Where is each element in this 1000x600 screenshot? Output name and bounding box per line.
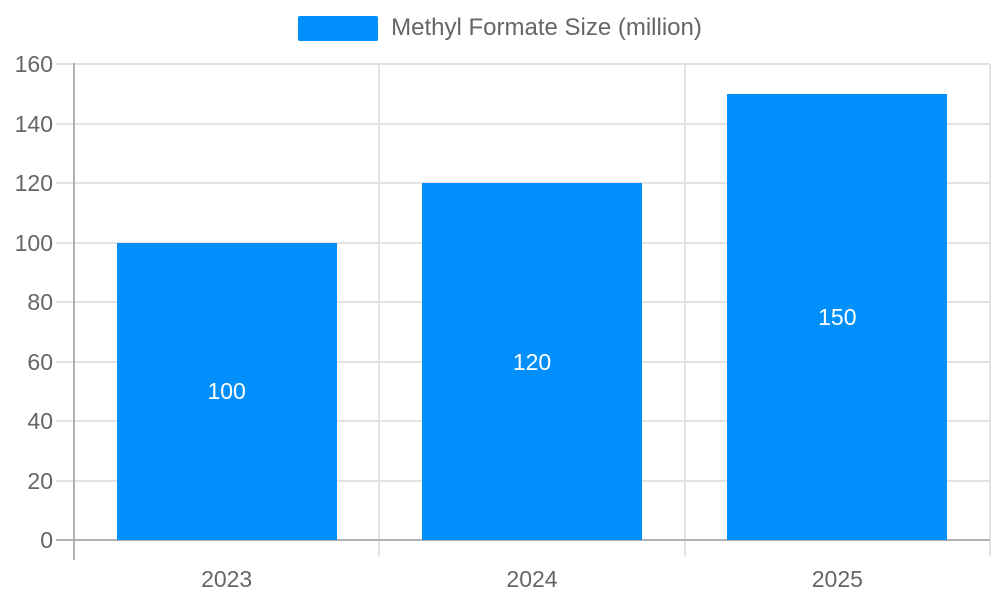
y-axis-tick-label: 60 [27,348,53,375]
y-axis-line [73,63,75,560]
y-axis-tick-label: 0 [40,527,53,553]
y-axis-tick-label: 140 [14,110,53,137]
y-axis-tick-label: 160 [14,51,53,77]
x-axis-line [56,539,990,541]
x-axis-tick-label: 2023 [201,566,253,592]
x-axis-tick-label: 2024 [506,566,558,592]
gridline-vertical [683,64,686,556]
y-axis-tick-label: 100 [14,229,53,256]
y-axis-tick-label: 20 [27,467,53,494]
legend-swatch [298,15,379,41]
y-axis-tick-label: 40 [27,408,53,434]
gridline-horizontal [56,122,990,125]
bar[interactable] [116,242,337,540]
gridline-vertical [378,64,381,556]
y-axis-tick-label: 120 [14,170,53,196]
bar-value-label: 150 [818,303,857,330]
bar[interactable] [727,93,948,540]
legend-label: Methyl Formate Size (million) [391,14,702,41]
bar-value-label: 100 [207,378,246,405]
x-axis-tick-label: 2025 [811,566,863,592]
gridline-vertical [989,64,991,556]
bar[interactable] [422,183,642,540]
legend-item[interactable]: Methyl Formate Size (million) [298,14,702,42]
y-axis-tick-label: 80 [27,289,53,315]
gridline-horizontal [56,63,990,65]
legend: Methyl Formate Size (million) [0,14,1000,42]
bar-value-label: 120 [512,348,552,375]
